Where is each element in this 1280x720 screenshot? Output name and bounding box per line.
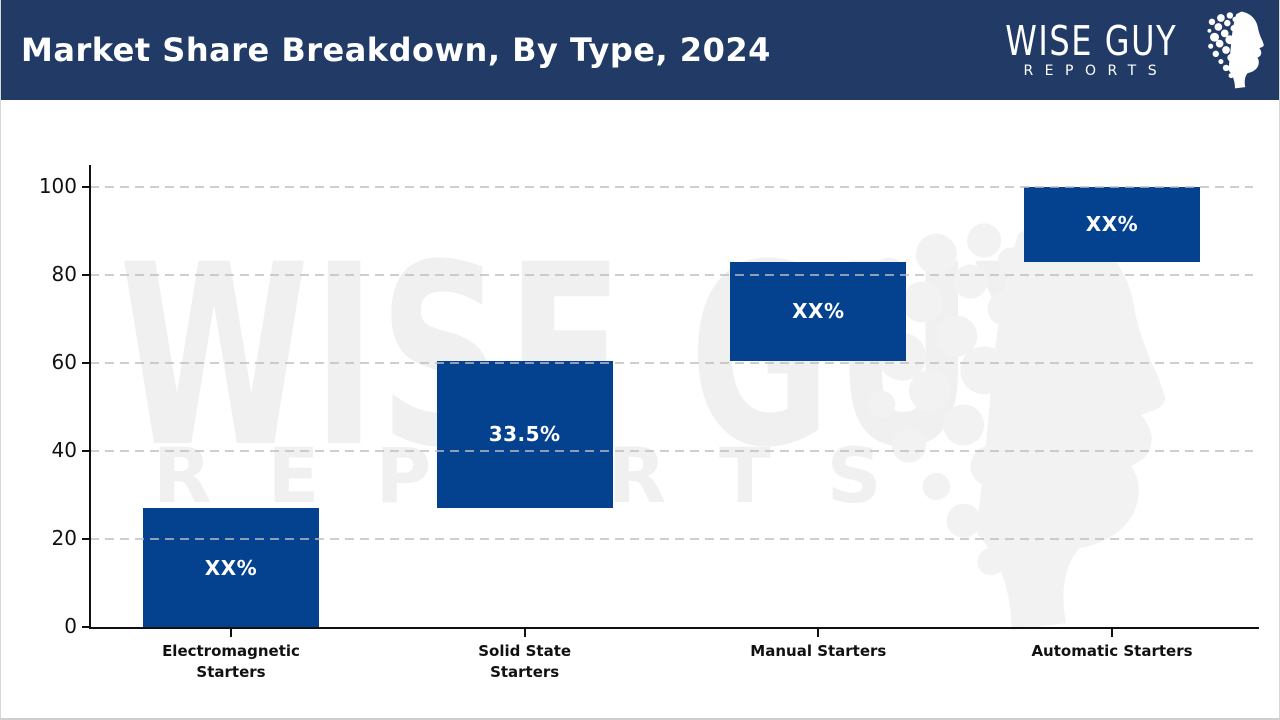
bar-value-label: XX%	[792, 299, 845, 324]
brand-logo: WISE GUY REPORTS	[981, 10, 1267, 90]
bar-2: XX%	[730, 261, 907, 361]
y-tick-label: 100	[38, 174, 77, 198]
dotted-head-icon	[1207, 11, 1264, 89]
gridline-60	[90, 362, 1253, 364]
bar-3: XX%	[1024, 187, 1200, 262]
bar-value-label: XX%	[204, 555, 258, 580]
x-category-label: Manual Starters	[698, 641, 938, 662]
page-title: Market Share Breakdown, By Type, 2024	[21, 31, 771, 69]
x-category-label: Solid State Starters	[405, 641, 645, 683]
bar-0: XX%	[143, 508, 319, 627]
y-tick-mark	[82, 362, 90, 364]
y-axis-line	[89, 165, 91, 629]
x-tick-mark	[523, 629, 526, 637]
y-tick-label: 0	[64, 614, 77, 638]
bar-value-label: 33.5%	[488, 422, 561, 447]
dotted-head-icon	[864, 220, 1166, 630]
brand-name: WISE GUY	[1004, 17, 1177, 65]
gridline-40	[90, 450, 1253, 452]
brand-logo-text: WISE GUY REPORTS	[981, 17, 1201, 80]
x-category-label: Electromagnetic Starters	[111, 641, 351, 683]
x-category-label: Automatic Starters	[992, 641, 1232, 662]
x-category-label-line: Starters	[196, 663, 266, 681]
brand-subname: REPORTS	[1023, 63, 1169, 79]
x-tick-mark	[230, 629, 232, 637]
x-category-label-line: Electromagnetic	[162, 642, 300, 660]
bar-value-label: XX%	[1085, 212, 1139, 237]
y-tick-mark	[82, 186, 90, 188]
y-tick-label: 40	[51, 438, 77, 462]
gridline-20	[90, 538, 1253, 540]
brand-head-logo	[1203, 10, 1267, 90]
header-bar: Market Share Breakdown, By Type, 2024 WI…	[1, 0, 1279, 100]
watermark-head-logo	[839, 220, 1184, 634]
y-tick-mark	[82, 538, 90, 540]
bar-1: 33.5%	[436, 360, 613, 509]
y-tick-mark	[82, 274, 90, 276]
gridline-100	[90, 186, 1253, 188]
y-tick-label: 20	[51, 526, 77, 550]
x-tick-mark	[817, 629, 820, 637]
x-category-label-line: Automatic Starters	[1031, 642, 1193, 660]
x-tick-mark	[1111, 629, 1113, 637]
x-axis-line	[89, 627, 1259, 629]
x-category-label-line: Solid State	[478, 642, 572, 660]
x-category-label-line: Starters	[490, 663, 560, 681]
gridline-80	[90, 274, 1253, 276]
y-tick-label: 80	[51, 262, 77, 286]
y-tick-mark	[82, 450, 90, 452]
y-tick-mark	[82, 626, 90, 628]
x-category-label-line: Manual Starters	[750, 642, 887, 660]
y-tick-label: 60	[51, 350, 77, 374]
